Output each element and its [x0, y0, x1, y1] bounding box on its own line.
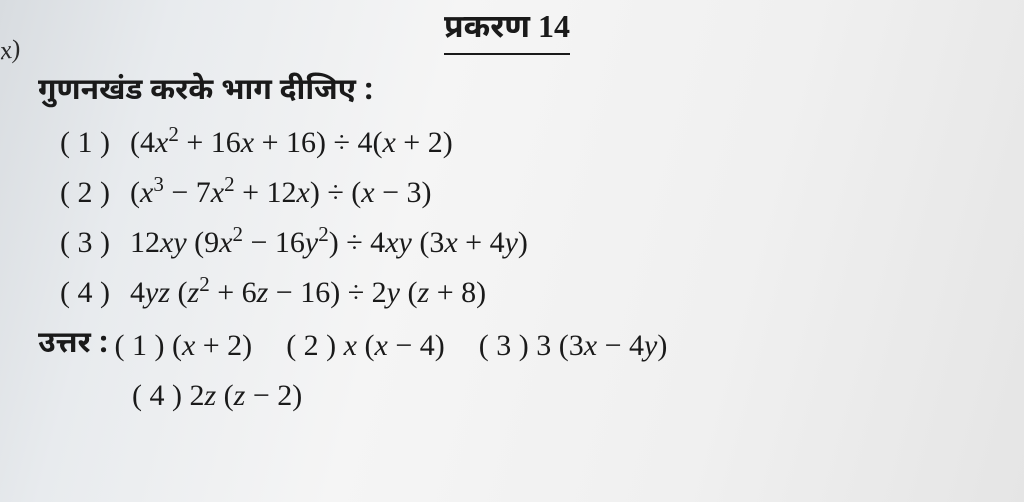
problem-number: ( 3 ) [60, 226, 130, 260]
instruction-text: गुणनखंड करके भाग दीजिए : [38, 73, 1004, 112]
problem-expression: (x3 − 7x2 + 12x) ÷ (x − 3) [130, 176, 432, 210]
answers-label: उत्तर : [38, 326, 108, 365]
problem-3: ( 3 ) 12xy (9x2 − 16y2) ÷ 4xy (3x + 4y) [60, 226, 1004, 260]
problem-number: ( 1 ) [60, 126, 130, 160]
problem-number: ( 4 ) [60, 276, 130, 310]
answer-1: ( 1 ) (x + 2) [114, 329, 252, 363]
problem-expression: (4x2 + 16x + 16) ÷ 4(x + 2) [130, 126, 453, 160]
problem-2: ( 2 ) (x3 − 7x2 + 12x) ÷ (x − 3) [60, 176, 1004, 210]
answers-block: उत्तर : ( 1 ) (x + 2) ( 2 ) x (x − 4) ( … [38, 326, 1004, 413]
answer-3: ( 3 ) 3 (3x − 4y) [479, 329, 668, 363]
problem-4: ( 4 ) 4yz (z2 + 6z − 16) ÷ 2y (z + 8) [60, 276, 1004, 310]
answer-2: ( 2 ) x (x − 4) [286, 329, 445, 363]
chapter-title: प्रकरण 14 [10, 8, 1004, 55]
answer-4: ( 4 ) 2z (z − 2) [132, 379, 302, 412]
problem-expression: 12xy (9x2 − 16y2) ÷ 4xy (3x + 4y) [130, 226, 528, 260]
problem-number: ( 2 ) [60, 176, 130, 210]
problem-expression: 4yz (z2 + 6z − 16) ÷ 2y (z + 8) [130, 276, 486, 310]
problem-1: ( 1 ) (4x2 + 16x + 16) ÷ 4(x + 2) [60, 126, 1004, 160]
